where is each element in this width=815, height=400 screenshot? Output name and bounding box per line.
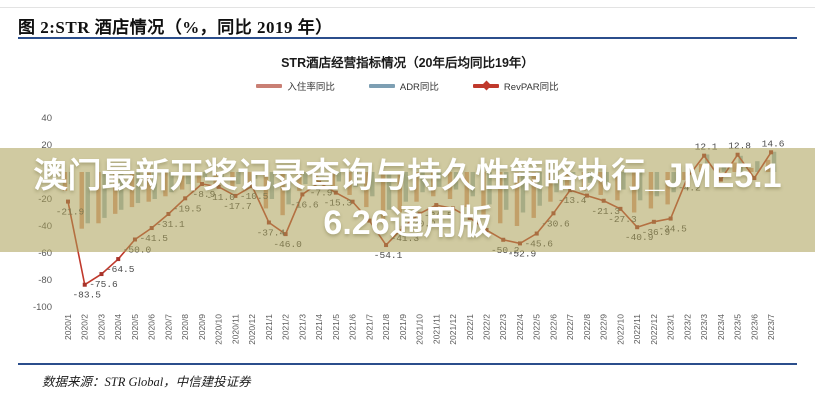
- y-tick-label: -80: [38, 275, 52, 286]
- x-tick-label: 2020/1: [63, 314, 73, 340]
- revpar-marker: [82, 282, 87, 287]
- x-tick-label: 2020/3: [96, 314, 106, 340]
- x-tick-label: 2022/2: [482, 314, 492, 340]
- x-tick-label: 2023/6: [749, 314, 759, 340]
- x-tick-label: 2020/4: [113, 314, 123, 340]
- x-tick-label: 2021/1: [264, 314, 274, 340]
- x-tick-label: 2023/5: [733, 314, 743, 340]
- x-tick-label: 2022/10: [615, 314, 625, 345]
- x-tick-label: 2022/11: [632, 314, 642, 344]
- x-tick-label: 2023/7: [766, 314, 776, 340]
- x-tick-label: 2022/1: [465, 314, 475, 340]
- data-label: -52.9: [508, 248, 537, 259]
- revpar-marker: [116, 257, 121, 262]
- x-tick-label: 2021/12: [448, 314, 458, 345]
- legend-line-swatch: [472, 80, 499, 91]
- x-tick-label: 2022/12: [649, 314, 659, 345]
- x-tick-label: 2022/8: [582, 314, 592, 340]
- x-tick-label: 2020/10: [214, 314, 224, 345]
- x-tick-label: 2020/8: [180, 314, 190, 340]
- legend-diamond-marker-icon: [481, 80, 492, 91]
- x-tick-label: 2021/10: [415, 314, 425, 345]
- x-tick-label: 2020/12: [247, 314, 257, 345]
- x-tick-label: 2022/4: [515, 314, 525, 340]
- x-tick-label: 2021/4: [314, 314, 324, 340]
- legend-item-1: ADR同比: [368, 79, 439, 93]
- x-tick-label: 2021/11: [431, 314, 441, 344]
- footer-rule: [18, 363, 797, 365]
- y-tick-label: 40: [41, 113, 52, 124]
- x-tick-label: 2020/11: [230, 314, 240, 344]
- top-divider: [0, 7, 815, 8]
- x-tick-label: 2021/3: [297, 314, 307, 340]
- revpar-marker: [99, 272, 104, 277]
- watermark-text: 澳门最新开奖记录查询与持久性策略执行_JME5.16.26通用版: [33, 157, 782, 242]
- legend-label: 入住率同比: [287, 82, 335, 93]
- legend-line-swatch: [368, 84, 395, 88]
- header-rule: [18, 37, 797, 39]
- data-label: 12.1: [695, 142, 718, 153]
- x-tick-label: 2021/5: [331, 314, 341, 340]
- x-tick-label: 2021/9: [398, 314, 408, 340]
- x-tick-label: 2021/8: [381, 314, 391, 340]
- x-tick-label: 2023/1: [666, 314, 676, 340]
- x-tick-label: 2023/3: [699, 314, 709, 340]
- watermark-overlay: 澳门最新开奖记录查询与持久性策略执行_JME5.16.26通用版: [0, 148, 815, 252]
- legend-label: ADR同比: [399, 82, 439, 93]
- x-tick-label: 2020/7: [163, 314, 173, 340]
- x-tick-label: 2021/6: [348, 314, 358, 340]
- x-tick-label: 2020/5: [130, 314, 140, 340]
- x-tick-label: 2022/6: [548, 314, 558, 340]
- legend-label: RevPAR同比: [503, 82, 559, 93]
- x-tick-label: 2021/2: [281, 314, 291, 340]
- chart-legend: 入住率同比 ADR同比 RevPAR同比: [0, 79, 815, 93]
- chart-title: STR酒店经营指标情况（20年后均同比19年）: [281, 56, 534, 70]
- x-tick-label: 2021/7: [364, 314, 374, 340]
- data-label: -64.5: [106, 264, 135, 275]
- data-label: -75.6: [89, 279, 118, 290]
- data-label: -54.1: [374, 250, 403, 261]
- data-label: 14.6: [762, 138, 785, 149]
- x-tick-label: 2022/9: [599, 314, 609, 340]
- x-tick-label: 2020/9: [197, 314, 207, 340]
- data-label: -83.5: [72, 290, 101, 301]
- x-tick-label: 2020/2: [80, 314, 90, 340]
- legend-item-2: RevPAR同比: [472, 79, 559, 93]
- y-tick-label: -60: [38, 248, 52, 259]
- x-tick-label: 2020/6: [147, 314, 157, 340]
- x-tick-label: 2022/3: [498, 314, 508, 340]
- legend-item-0: 入住率同比: [256, 79, 335, 93]
- x-tick-label: 2022/5: [532, 314, 542, 340]
- figure-title: 图 2:STR 酒店情况（%，同比 2019 年）: [18, 18, 333, 37]
- legend-line-swatch: [256, 84, 283, 88]
- x-tick-label: 2023/4: [716, 314, 726, 340]
- data-source: 数据来源：STR Global，中信建投证券: [42, 375, 251, 389]
- data-label: 12.8: [728, 141, 751, 152]
- x-tick-label: 2022/7: [565, 314, 575, 340]
- y-tick-label: 20: [41, 140, 52, 151]
- y-tick-label: -100: [33, 302, 52, 313]
- x-tick-label: 2023/2: [682, 314, 692, 340]
